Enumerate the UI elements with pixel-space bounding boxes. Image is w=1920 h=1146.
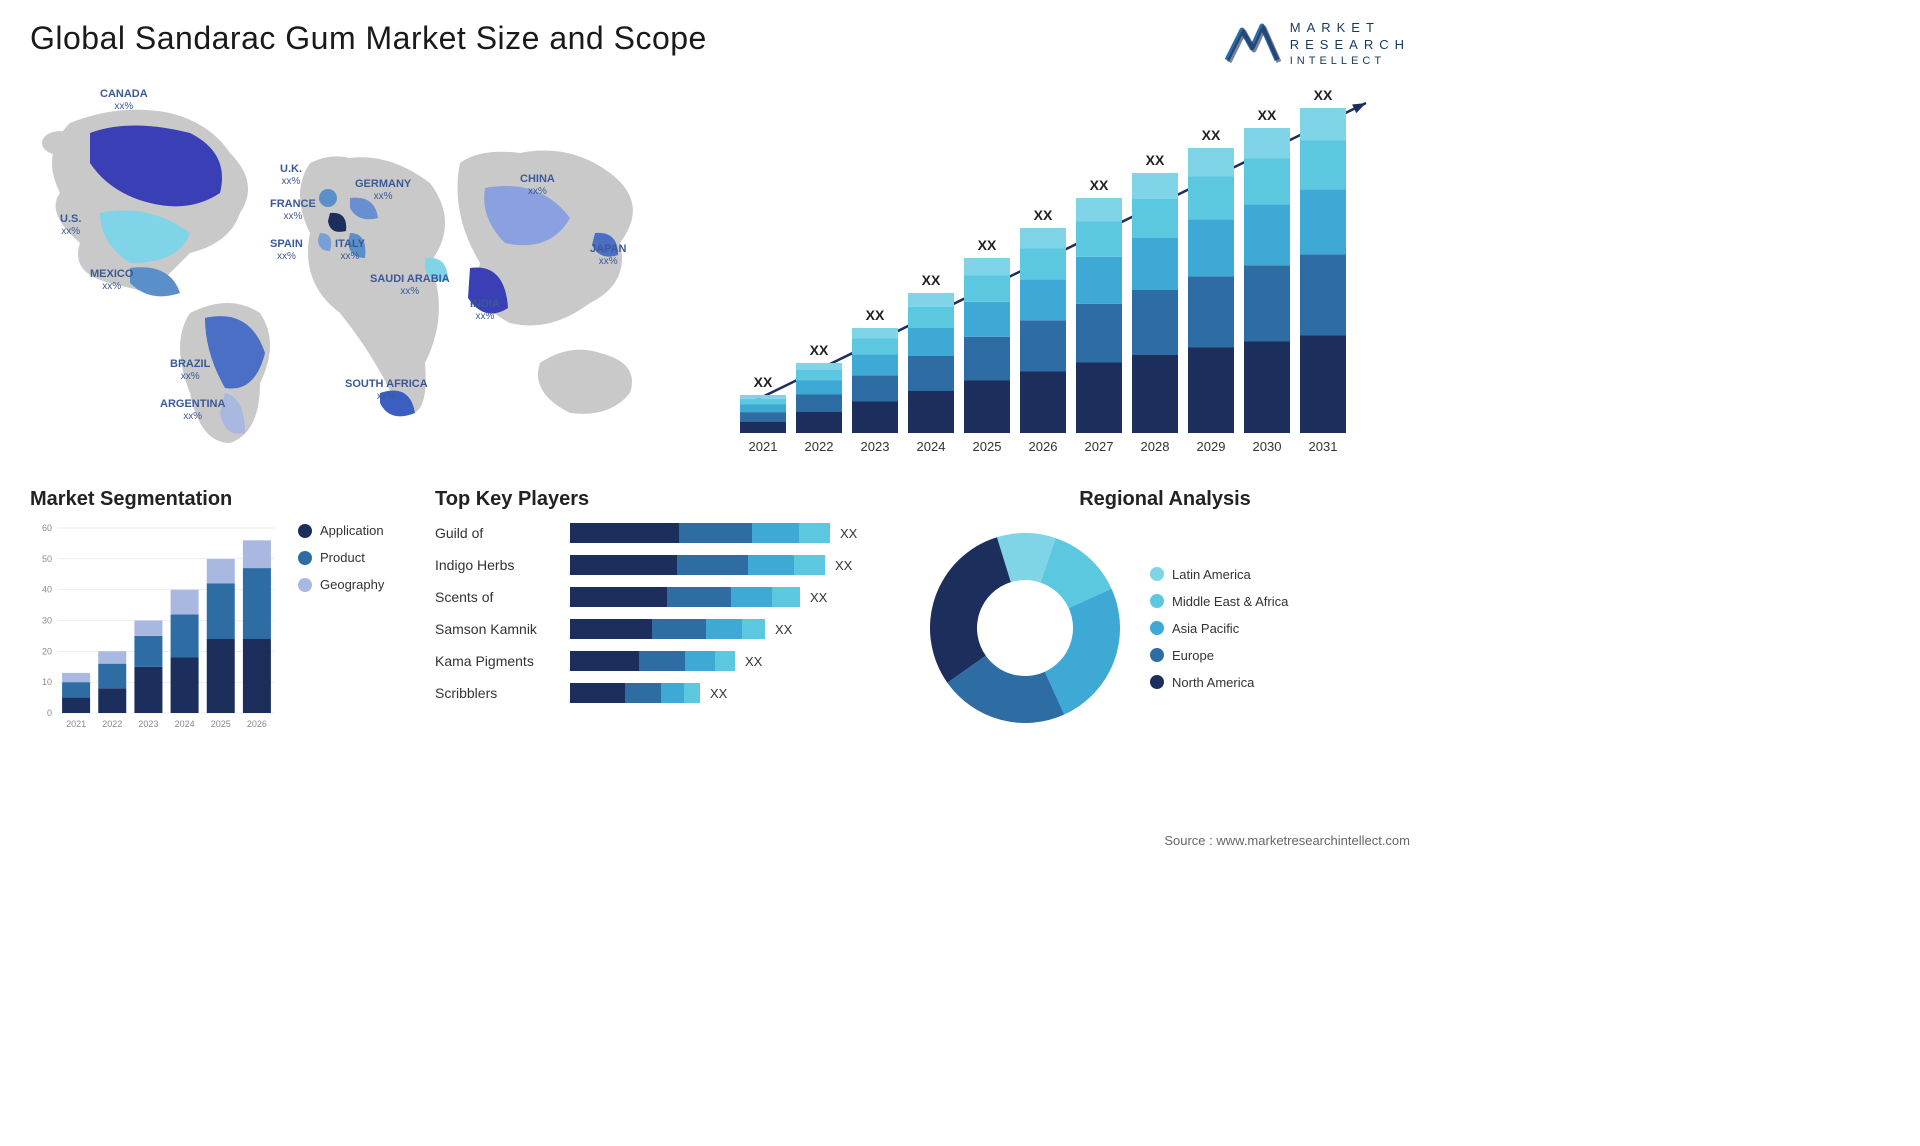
logo-line2: RESEARCH [1290,37,1410,54]
map-label: JAPANxx% [590,243,626,267]
player-bar-row: XX [570,523,895,543]
player-label: Scents of [435,589,555,605]
world-map: CANADAxx% U.S.xx% MEXICOxx% U.K.xx% FRANCExx… [30,83,690,463]
header: Global Sandarac Gum Market Size and Scop… [30,20,1410,68]
svg-text:2022: 2022 [102,719,122,729]
svg-text:XX: XX [866,307,885,323]
svg-text:20: 20 [42,646,52,656]
segmentation-title: Market Segmentation [30,488,410,511]
map-label: SAUDI ARABIAxx% [370,273,450,297]
map-label: SOUTH AFRICAxx% [345,378,428,402]
map-label: CANADAxx% [100,88,148,112]
top-row: CANADAxx% U.S.xx% MEXICOxx% U.K.xx% FRANCExx… [30,83,1410,463]
segmentation-chart: 0 10 20 30 40 50 60 2021 2022 2023 2024 2025 2026 [30,523,280,733]
legend-item: North America [1150,675,1288,690]
legend-item: Middle East & Africa [1150,594,1288,609]
page-title: Global Sandarac Gum Market Size and Scop… [30,20,707,57]
svg-text:XX: XX [754,374,773,390]
svg-text:2024: 2024 [175,719,195,729]
svg-text:XX: XX [1202,127,1221,143]
players-bars: XX XX XX XX XX XX [570,523,895,703]
legend-item: Latin America [1150,567,1288,582]
player-bar-row: XX [570,619,895,639]
svg-text:XX: XX [1090,177,1109,193]
svg-text:2025: 2025 [973,439,1002,454]
svg-text:XX: XX [922,272,941,288]
map-label: BRAZILxx% [170,358,210,382]
segmentation-legend: Application Product Geography [298,523,384,733]
map-label: U.S.xx% [60,213,81,237]
logo-line3: INTELLECT [1290,54,1410,68]
svg-text:2023: 2023 [138,719,158,729]
growth-svg: XX 2021 XX 2022 XX 2023 XX 2024 XX 2025 XX 2026 XX 20… [720,83,1400,463]
logo-text: MARKET RESEARCH INTELLECT [1290,20,1410,68]
legend-item: Asia Pacific [1150,621,1288,636]
svg-text:2021: 2021 [749,439,778,454]
player-bar-row: XX [570,651,895,671]
map-label: ARGENTINAxx% [160,398,225,422]
donut-chart [920,523,1130,733]
logo-line1: MARKET [1290,20,1410,37]
player-label: Indigo Herbs [435,557,555,573]
svg-text:2021: 2021 [66,719,86,729]
svg-text:XX: XX [1258,107,1277,123]
svg-text:10: 10 [42,677,52,687]
map-label: ITALYxx% [335,238,365,262]
svg-text:50: 50 [42,554,52,564]
player-label: Guild of [435,525,555,541]
svg-text:2023: 2023 [861,439,890,454]
player-bar-row: XX [570,555,895,575]
map-label: SPAINxx% [270,238,303,262]
player-label: Samson Kamnik [435,621,555,637]
svg-text:XX: XX [1146,152,1165,168]
svg-text:2024: 2024 [917,439,946,454]
map-label: MEXICOxx% [90,268,133,292]
svg-text:2030: 2030 [1253,439,1282,454]
bottom-row: Market Segmentation 0 10 20 30 40 50 60 2021 202… [30,488,1410,733]
key-players-panel: Top Key Players Guild of Indigo Herbs Scen… [435,488,895,733]
key-players-title: Top Key Players [435,488,895,511]
segmentation-panel: Market Segmentation 0 10 20 30 40 50 60 2021 202… [30,488,410,733]
growth-chart: XX 2021 XX 2022 XX 2023 XX 2024 XX 2025 XX 2026 XX 20… [720,83,1410,463]
svg-text:0: 0 [47,708,52,718]
donut-legend: Latin America Middle East & Africa Asia Pa… [1150,567,1288,690]
svg-text:40: 40 [42,585,52,595]
map-label: GERMANYxx% [355,178,411,202]
svg-text:XX: XX [978,237,997,253]
legend-item: Geography [298,577,384,592]
players-labels: Guild of Indigo Herbs Scents of Samson Kamn… [435,523,555,703]
regional-panel: Regional Analysis Latin America Middle Ea… [920,488,1410,733]
svg-text:2029: 2029 [1197,439,1226,454]
svg-text:XX: XX [1034,207,1053,223]
legend-item: Application [298,523,384,538]
svg-text:2026: 2026 [247,719,267,729]
svg-text:30: 30 [42,616,52,626]
svg-text:XX: XX [1314,87,1333,103]
brand-logo: MARKET RESEARCH INTELLECT [1222,20,1410,68]
svg-text:XX: XX [810,342,829,358]
player-bar-row: XX [570,587,895,607]
svg-text:60: 60 [42,523,52,533]
map-label: FRANCExx% [270,198,316,222]
regional-title: Regional Analysis [920,488,1410,511]
svg-text:2022: 2022 [805,439,834,454]
svg-text:2027: 2027 [1085,439,1114,454]
player-label: Scribblers [435,685,555,701]
map-label: U.K.xx% [280,163,302,187]
svg-text:2028: 2028 [1141,439,1170,454]
legend-item: Product [298,550,384,565]
logo-icon [1222,20,1282,68]
legend-item: Europe [1150,648,1288,663]
player-bar-row: XX [570,683,895,703]
svg-text:2031: 2031 [1309,439,1338,454]
map-label: INDIAxx% [470,298,500,322]
map-label: CHINAxx% [520,173,555,197]
svg-text:2025: 2025 [211,719,231,729]
svg-text:2026: 2026 [1029,439,1058,454]
player-label: Kama Pigments [435,653,555,669]
source-attribution: Source : www.marketresearchintellect.com [1164,833,1410,848]
